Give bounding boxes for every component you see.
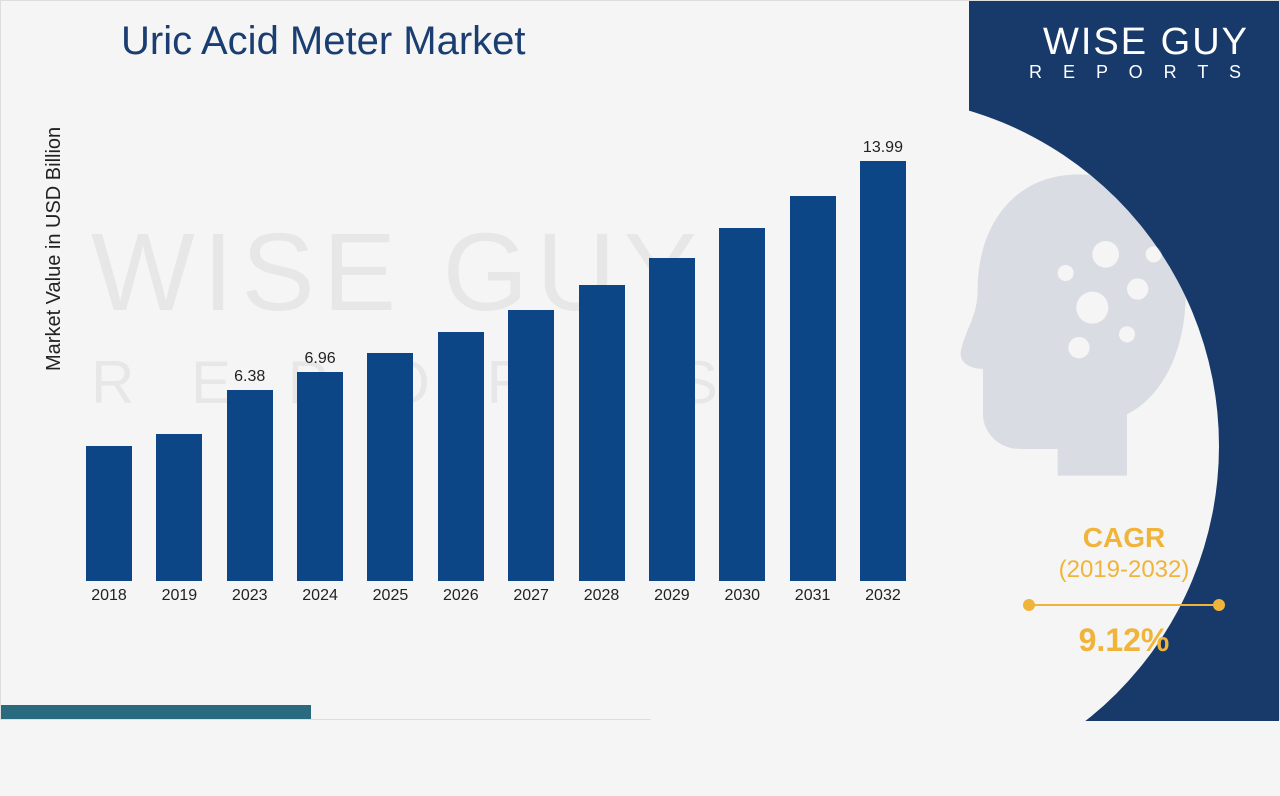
ai-head-icon — [939, 161, 1219, 481]
infographic-root: WISE GUY R E P O R T S WISE GUY R E P O … — [0, 0, 1280, 720]
bar — [86, 446, 132, 581]
bar-column — [151, 412, 207, 581]
bar — [367, 353, 413, 581]
brand-top: WISE GUY — [1029, 23, 1249, 61]
bar-value-label: 6.38 — [234, 368, 265, 386]
y-axis-label: Market Value in USD Billion — [43, 127, 66, 371]
cagr-title: CAGR — [999, 522, 1249, 554]
cagr-period: (2019-2032) — [999, 556, 1249, 584]
x-tick-label: 2031 — [785, 587, 841, 605]
bar-column: 6.96 — [292, 350, 348, 581]
x-tick-label: 2025 — [362, 587, 418, 605]
x-tick-label: 2032 — [855, 587, 911, 605]
bar — [579, 285, 625, 581]
x-tick-label: 2030 — [714, 587, 770, 605]
bar — [790, 196, 836, 581]
x-tick-label: 2019 — [151, 587, 207, 605]
bars-container: 6.386.9613.99 — [81, 161, 911, 581]
x-tick-label: 2018 — [81, 587, 137, 605]
bar-value-label: 6.96 — [305, 350, 336, 368]
x-tick-label: 2027 — [503, 587, 559, 605]
bar-column — [362, 331, 418, 581]
bar-column: 6.38 — [222, 368, 278, 581]
bar-column — [644, 236, 700, 581]
bar — [438, 332, 484, 581]
brand-bottom: R E P O R T S — [1029, 63, 1249, 81]
bar — [297, 372, 343, 581]
x-tick-label: 2026 — [433, 587, 489, 605]
cagr-box: CAGR (2019-2032) 9.12% — [999, 522, 1249, 659]
bar-column — [574, 263, 630, 581]
bar-column — [503, 288, 559, 582]
bar-column: 13.99 — [855, 139, 911, 581]
x-tick-label: 2029 — [644, 587, 700, 605]
bar — [156, 434, 202, 581]
bar-column — [714, 206, 770, 581]
cagr-value: 9.12% — [999, 622, 1249, 659]
x-tick-label: 2024 — [292, 587, 348, 605]
x-axis-labels: 2018 2019 2023 2024 2025 2026 2027 2028 2029 2030… — [81, 587, 911, 605]
bar — [508, 310, 554, 582]
bar-column — [81, 424, 137, 581]
x-tick-label: 2023 — [222, 587, 278, 605]
x-tick-label: 2028 — [574, 587, 630, 605]
cagr-divider — [1029, 604, 1219, 606]
bar — [719, 228, 765, 581]
bar-value-label: 13.99 — [863, 139, 903, 157]
bar-column — [433, 310, 489, 581]
bar — [227, 390, 273, 581]
bar — [649, 258, 695, 581]
chart-title: Uric Acid Meter Market — [121, 19, 526, 64]
bar-column — [785, 174, 841, 581]
brand-logo: WISE GUY R E P O R T S — [1029, 23, 1249, 81]
bar — [860, 161, 906, 581]
bar-chart: 6.386.9613.99 — [81, 161, 911, 581]
bottom-accent-bar — [1, 705, 311, 719]
